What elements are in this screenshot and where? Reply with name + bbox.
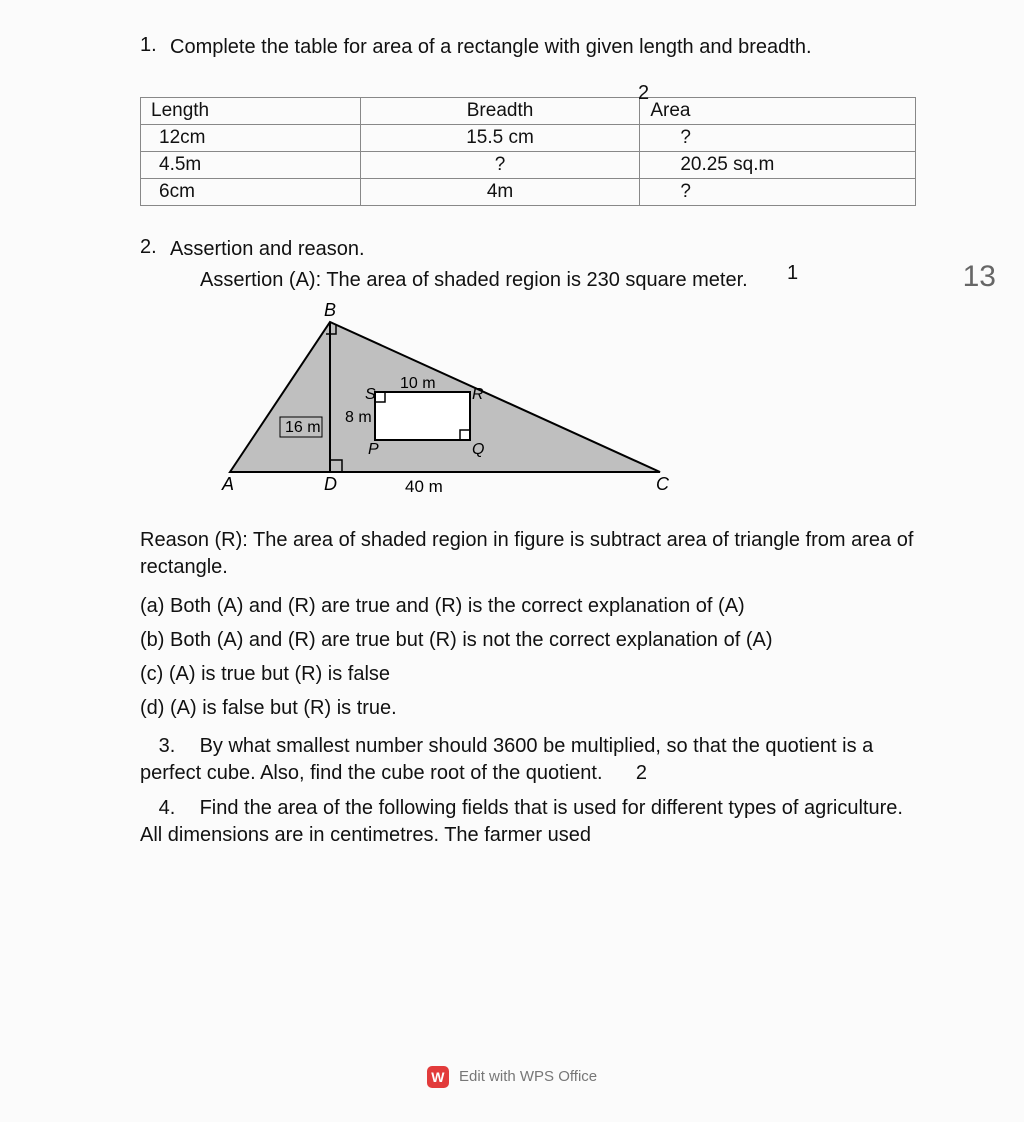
q2-options: (a) Both (A) and (R) are true and (R) is…	[140, 589, 914, 725]
dim-sp: 8 m	[345, 409, 372, 426]
q2-marks: 1	[787, 262, 798, 285]
option-c: (c) (A) is true but (R) is false	[140, 657, 914, 691]
cell: ?	[360, 152, 640, 179]
q3-marks: 2	[636, 762, 647, 784]
cell: 15.5 cm	[360, 125, 640, 152]
label-r: R	[472, 386, 484, 403]
cell: ?	[640, 125, 916, 152]
cell: 12cm	[141, 125, 361, 152]
cell: 4.5m	[141, 152, 361, 179]
table-header-row: Length Breadth Area	[141, 98, 916, 125]
footer: W Edit with WPS Office	[0, 1066, 1024, 1088]
q4-text: Find the area of the following fields th…	[140, 797, 903, 846]
footer-text[interactable]: Edit with WPS Office	[459, 1068, 597, 1085]
label-p: P	[368, 441, 379, 458]
q2-heading: Assertion and reason.	[170, 236, 914, 263]
q1-marks: 2	[638, 82, 649, 105]
q2-reason: Reason (R): The area of shaded region in…	[140, 527, 914, 581]
table-row: 12cm 15.5 cm ?	[141, 125, 916, 152]
question-2: 2. Assertion and reason.	[140, 236, 914, 263]
q3-number: 3.	[140, 733, 194, 760]
dim-bd: 16 m	[285, 419, 321, 436]
cell: 6cm	[141, 179, 361, 206]
q4-number: 4.	[140, 795, 194, 822]
question-1: 1. Complete the table for area of a rect…	[140, 34, 914, 61]
q2-figure: A B C D S R P Q 16 m 40 m 10 m 8 m	[190, 302, 690, 507]
th-length: Length	[141, 98, 361, 125]
label-a: A	[221, 474, 234, 494]
option-d: (d) (A) is false but (R) is true.	[140, 691, 914, 725]
wps-icon: W	[427, 1066, 449, 1088]
page-number-badge: 13	[963, 260, 996, 294]
option-a: (a) Both (A) and (R) are true and (R) is…	[140, 589, 914, 623]
th-breadth: Breadth	[360, 98, 640, 125]
q1-text: Complete the table for area of a rectang…	[170, 34, 914, 61]
question-3: 3. By what smallest number should 3600 b…	[140, 733, 914, 787]
table-row: 4.5m ? 20.25 sq.m	[141, 152, 916, 179]
cell: 4m	[360, 179, 640, 206]
cell: 20.25 sq.m	[640, 152, 916, 179]
q1-table: Length Breadth Area 12cm 15.5 cm ? 4.5m …	[140, 97, 916, 206]
q1-number: 1.	[140, 34, 170, 57]
option-b: (b) Both (A) and (R) are true but (R) is…	[140, 623, 914, 657]
q2-assertion: Assertion (A): The area of shaded region…	[200, 269, 914, 292]
dim-dc: 40 m	[405, 477, 443, 496]
q2-number: 2.	[140, 236, 170, 259]
label-b: B	[324, 302, 336, 320]
table-row: 6cm 4m ?	[141, 179, 916, 206]
cell: ?	[640, 179, 916, 206]
q3-text: By what smallest number should 3600 be m…	[140, 735, 873, 784]
label-s: S	[365, 386, 376, 403]
label-d: D	[324, 474, 337, 494]
label-q: Q	[472, 441, 484, 458]
question-4: 4. Find the area of the following fields…	[140, 795, 914, 849]
inner-rectangle	[375, 392, 470, 440]
label-c: C	[656, 474, 670, 494]
th-area: Area	[640, 98, 916, 125]
dim-sr: 10 m	[400, 375, 436, 392]
